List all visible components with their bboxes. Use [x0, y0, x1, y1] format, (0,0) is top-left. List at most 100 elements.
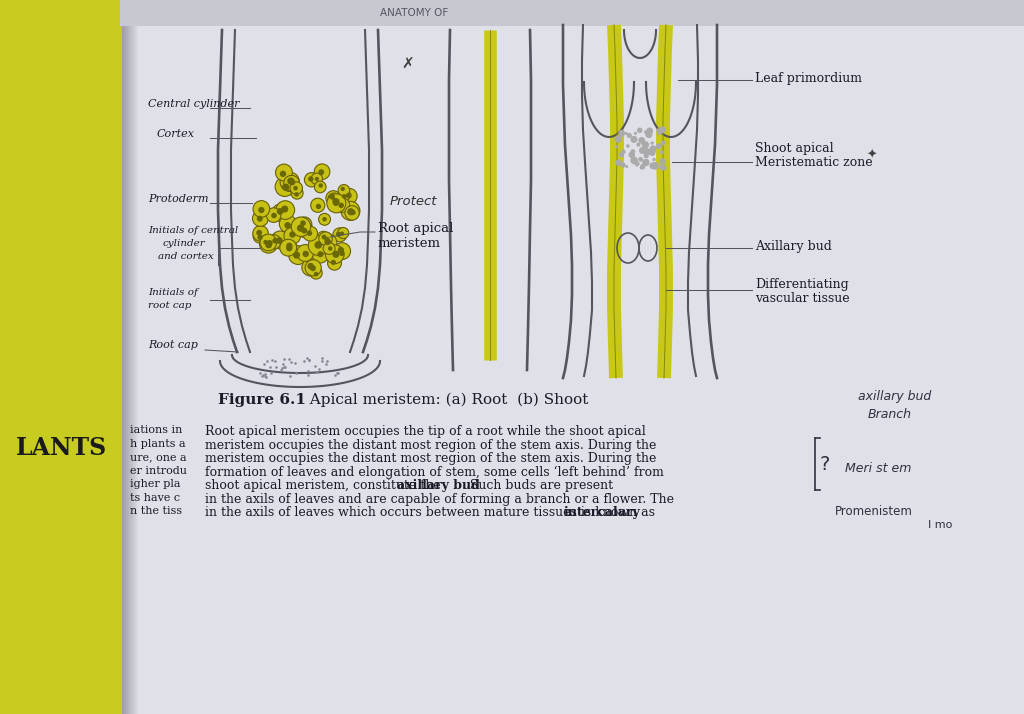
- Text: Initials of: Initials of: [148, 288, 198, 297]
- Circle shape: [317, 251, 324, 257]
- Circle shape: [284, 227, 301, 244]
- Circle shape: [334, 243, 350, 259]
- Circle shape: [287, 177, 295, 185]
- Circle shape: [257, 216, 263, 222]
- Circle shape: [319, 233, 337, 251]
- Circle shape: [297, 217, 312, 232]
- Circle shape: [328, 193, 340, 206]
- Circle shape: [258, 207, 264, 213]
- Circle shape: [336, 231, 341, 237]
- Circle shape: [313, 272, 318, 276]
- Text: ts have c: ts have c: [130, 493, 180, 503]
- Circle shape: [631, 136, 638, 143]
- Circle shape: [300, 221, 306, 226]
- Circle shape: [339, 251, 344, 256]
- Text: n the tiss: n the tiss: [130, 506, 182, 516]
- Text: . Such buds are present: . Such buds are present: [462, 479, 612, 492]
- Circle shape: [280, 171, 286, 177]
- Circle shape: [260, 234, 276, 251]
- Circle shape: [291, 187, 303, 199]
- Circle shape: [253, 211, 268, 226]
- Text: Apical meristem: (a) Root  (b) Shoot: Apical meristem: (a) Root (b) Shoot: [300, 393, 589, 408]
- Circle shape: [625, 132, 628, 135]
- Circle shape: [338, 247, 344, 253]
- Text: in the axils of leaves which occurs between mature tissues is known as: in the axils of leaves which occurs betw…: [205, 506, 659, 519]
- Circle shape: [649, 150, 655, 156]
- Text: h plants a: h plants a: [130, 438, 185, 448]
- Circle shape: [648, 129, 651, 133]
- Circle shape: [312, 247, 329, 263]
- Text: shoot apical meristem, constitute the: shoot apical meristem, constitute the: [205, 479, 444, 492]
- Circle shape: [260, 235, 272, 247]
- Circle shape: [253, 229, 267, 243]
- Circle shape: [636, 143, 641, 146]
- Circle shape: [626, 144, 630, 148]
- Circle shape: [646, 128, 653, 134]
- Text: Initials of central: Initials of central: [148, 226, 239, 235]
- Circle shape: [635, 161, 640, 166]
- Text: axillary bud: axillary bud: [397, 479, 480, 492]
- Circle shape: [659, 159, 666, 165]
- Text: meristem occupies the distant most region of the stem axis. During the: meristem occupies the distant most regio…: [205, 452, 656, 465]
- Circle shape: [276, 237, 283, 244]
- Text: igher pla: igher pla: [130, 479, 180, 489]
- Circle shape: [263, 240, 267, 244]
- Text: meristem occupies the distant most region of the stem axis. During the: meristem occupies the distant most regio…: [205, 438, 656, 451]
- Circle shape: [656, 129, 659, 131]
- Circle shape: [645, 131, 652, 138]
- Circle shape: [318, 169, 325, 175]
- Circle shape: [272, 238, 278, 243]
- Circle shape: [302, 258, 319, 276]
- Text: iations in: iations in: [130, 425, 182, 435]
- Text: Promenistem: Promenistem: [835, 505, 912, 518]
- Circle shape: [271, 213, 276, 218]
- Text: Branch: Branch: [868, 408, 912, 421]
- Circle shape: [304, 173, 318, 187]
- Circle shape: [285, 222, 291, 228]
- Circle shape: [266, 208, 281, 223]
- Text: Root cap: Root cap: [148, 340, 198, 350]
- Circle shape: [253, 201, 269, 217]
- Circle shape: [314, 177, 319, 181]
- Text: axillary bud: axillary bud: [858, 390, 931, 403]
- Circle shape: [310, 265, 316, 271]
- Circle shape: [631, 150, 635, 153]
- Circle shape: [341, 201, 359, 221]
- Circle shape: [651, 162, 658, 170]
- Circle shape: [302, 251, 309, 257]
- Bar: [120, 0, 1024, 714]
- Circle shape: [289, 246, 307, 264]
- Text: Root apical: Root apical: [378, 222, 454, 235]
- Circle shape: [280, 239, 297, 256]
- Text: ✦: ✦: [866, 149, 878, 161]
- Text: Differentiating: Differentiating: [755, 278, 849, 291]
- Circle shape: [284, 176, 299, 191]
- Circle shape: [338, 184, 350, 196]
- Text: vascular tissue: vascular tissue: [755, 292, 850, 305]
- Text: Leaf primordium: Leaf primordium: [755, 72, 862, 85]
- Circle shape: [341, 186, 345, 191]
- Circle shape: [314, 241, 322, 248]
- Circle shape: [615, 145, 618, 149]
- Circle shape: [297, 245, 313, 261]
- Circle shape: [328, 256, 341, 270]
- Circle shape: [280, 238, 297, 254]
- Circle shape: [259, 235, 278, 253]
- Bar: [0, 0, 122, 714]
- Circle shape: [324, 243, 335, 254]
- Text: formation of leaves and elongation of stem, some cells ‘left behind’ from: formation of leaves and elongation of st…: [205, 466, 664, 478]
- Circle shape: [303, 226, 317, 241]
- Circle shape: [342, 188, 357, 204]
- Text: LANTS: LANTS: [15, 436, 106, 460]
- Circle shape: [318, 183, 323, 188]
- Circle shape: [347, 208, 354, 216]
- Circle shape: [649, 162, 656, 169]
- Text: meristem: meristem: [378, 237, 441, 250]
- Circle shape: [265, 241, 272, 248]
- Circle shape: [644, 154, 649, 159]
- Circle shape: [649, 146, 656, 152]
- Text: Meristematic zone: Meristematic zone: [755, 156, 872, 169]
- Text: Figure 6.1: Figure 6.1: [218, 393, 306, 407]
- Circle shape: [621, 162, 626, 168]
- Circle shape: [290, 179, 295, 186]
